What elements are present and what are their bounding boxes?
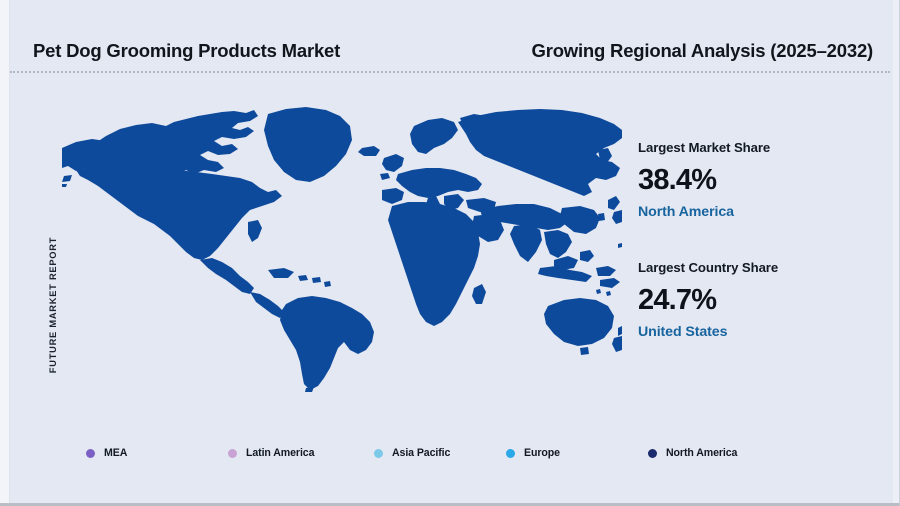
header-subtitle: Growing Regional Analysis (2025–2032) (531, 40, 874, 61)
legend-item-latin-america[interactable]: Latin America (228, 447, 314, 459)
legend-dot-icon (648, 448, 657, 458)
legend-dot-icon (86, 448, 95, 458)
legend-item-asia-pacific[interactable]: Asia Pacific (374, 447, 450, 459)
stat-value: 38.4% (638, 164, 717, 196)
stat-label: Largest Country Share (638, 260, 779, 275)
map-legend: MEA Latin America Asia Pacific Europe No… (86, 447, 786, 467)
left-edge-rail (0, 0, 10, 503)
stat-largest-country-share: Largest Country Share 24.7% United State… (638, 260, 878, 340)
stat-label: Largest Market Share (638, 140, 771, 155)
stat-largest-market-share: Largest Market Share 38.4% North America (638, 140, 878, 220)
legend-dot-icon (506, 448, 515, 458)
legend-item-mea[interactable]: MEA (86, 447, 127, 459)
header: Pet Dog Grooming Products Market Growing… (0, 0, 899, 73)
stats-panel: Largest Market Share 38.4% North America… (638, 140, 878, 340)
stat-value: 24.7% (638, 284, 717, 316)
stat-region: United States (638, 324, 728, 340)
stat-region: North America (638, 204, 734, 220)
legend-item-europe[interactable]: Europe (506, 447, 560, 459)
legend-dot-icon (228, 448, 237, 458)
world-map (62, 92, 622, 392)
world-map-svg (62, 107, 622, 392)
brand-watermark: FUTURE MARKET REPORT (48, 236, 58, 374)
legend-label: Latin America (246, 447, 315, 459)
legend-label: Europe (524, 447, 560, 459)
right-edge-rail (893, 0, 899, 503)
page-title: Pet Dog Grooming Products Market (33, 40, 341, 61)
legend-label: North America (666, 447, 738, 459)
header-divider (10, 71, 890, 73)
legend-item-north-america[interactable]: North America (648, 447, 737, 459)
map-landmasses (62, 107, 622, 392)
legend-label: Asia Pacific (392, 447, 451, 459)
legend-dot-icon (374, 448, 383, 458)
legend-label: MEA (104, 447, 128, 459)
